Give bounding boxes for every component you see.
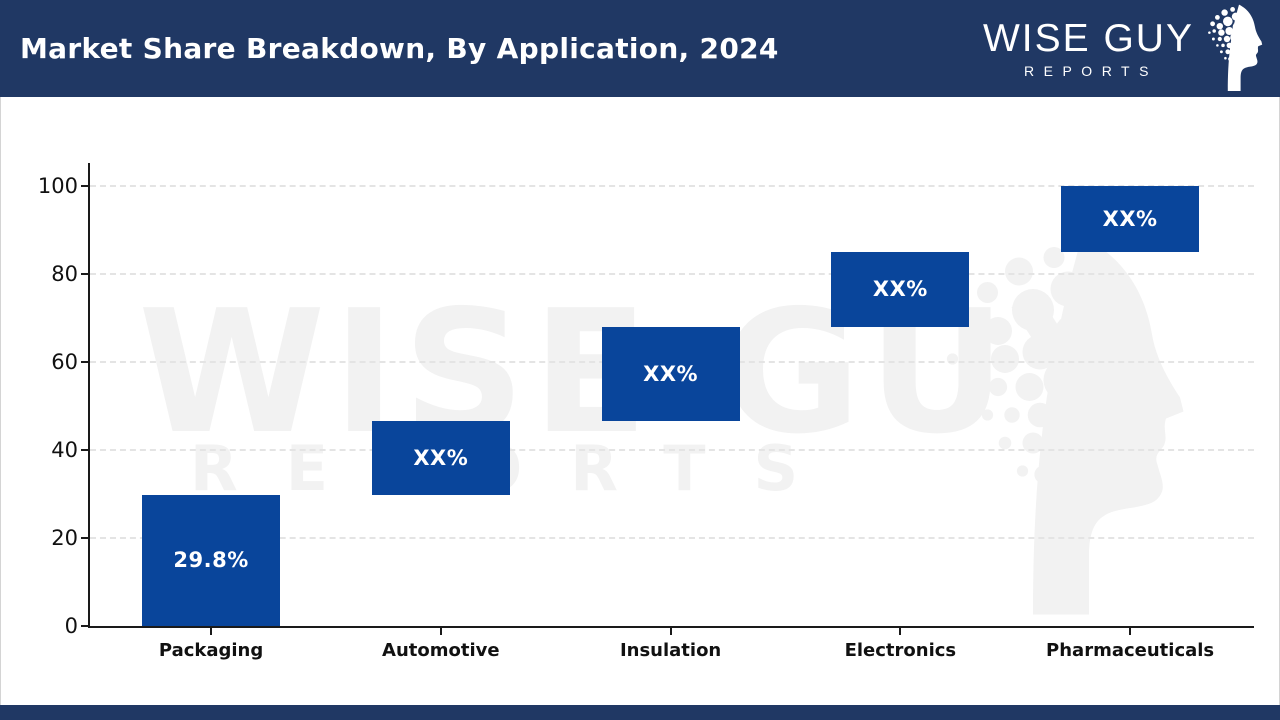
y-axis-tick-label: 20 — [51, 526, 78, 550]
left-border — [0, 97, 1, 720]
gridline-100 — [90, 185, 1254, 187]
x-axis-tick — [1129, 628, 1132, 635]
logo-text: WISE GUY REPORTS — [983, 19, 1194, 79]
x-axis-tick — [669, 628, 672, 635]
y-axis-tick-label: 100 — [37, 174, 78, 198]
footer-bar — [0, 705, 1280, 720]
y-axis-tick-label: 80 — [51, 262, 78, 286]
x-axis-category-label: Pharmaceuticals — [1046, 640, 1215, 661]
y-axis-tick — [81, 273, 89, 275]
y-axis-tick-label: 0 — [64, 614, 78, 638]
page-title: Market Share Breakdown, By Application, … — [20, 32, 779, 65]
wise-guy-reports-logo: WISE GUY REPORTS — [983, 3, 1266, 95]
bar-value-label: XX% — [872, 277, 928, 302]
header-bar: Market Share Breakdown, By Application, … — [0, 0, 1280, 97]
gridline-20 — [90, 537, 1254, 539]
logo-wordmark: WISE GUY — [982, 16, 1194, 60]
y-axis-line — [88, 163, 90, 628]
gridline-80 — [90, 273, 1254, 275]
bar-insulation: XX% — [601, 326, 740, 421]
dotted-head-profile-icon — [1188, 3, 1266, 95]
bar-pharmaceuticals: XX% — [1061, 186, 1200, 252]
gridline-40 — [90, 449, 1254, 451]
x-axis-tick — [439, 628, 442, 635]
bar-value-label: 29.8% — [173, 548, 249, 573]
y-axis-tick — [81, 449, 89, 451]
bar-value-label: XX% — [643, 361, 699, 386]
bar-packaging: 29.8% — [142, 494, 281, 626]
x-axis-line — [88, 626, 1254, 628]
y-axis-tick — [81, 361, 89, 363]
bar-electronics: XX% — [831, 252, 970, 327]
y-axis-tick — [81, 537, 89, 539]
x-axis-category-label: Automotive — [382, 640, 500, 661]
x-axis-tick — [899, 628, 902, 635]
logo-subtitle: REPORTS — [1024, 62, 1158, 79]
x-axis-category-label: Packaging — [158, 640, 264, 661]
bar-value-label: XX% — [1102, 207, 1158, 231]
y-axis-tick-label: 60 — [51, 350, 78, 374]
bar-value-label: XX% — [413, 445, 469, 470]
x-axis-category-label: Electronics — [844, 640, 957, 661]
x-axis-tick — [210, 628, 213, 635]
y-axis-tick-label: 40 — [51, 438, 78, 462]
y-axis-tick — [81, 625, 89, 627]
watermark-head-icon — [872, 222, 1187, 626]
bar-automotive: XX% — [371, 420, 510, 495]
y-axis-tick — [81, 185, 89, 187]
x-axis-category-label: Insulation — [619, 640, 722, 661]
